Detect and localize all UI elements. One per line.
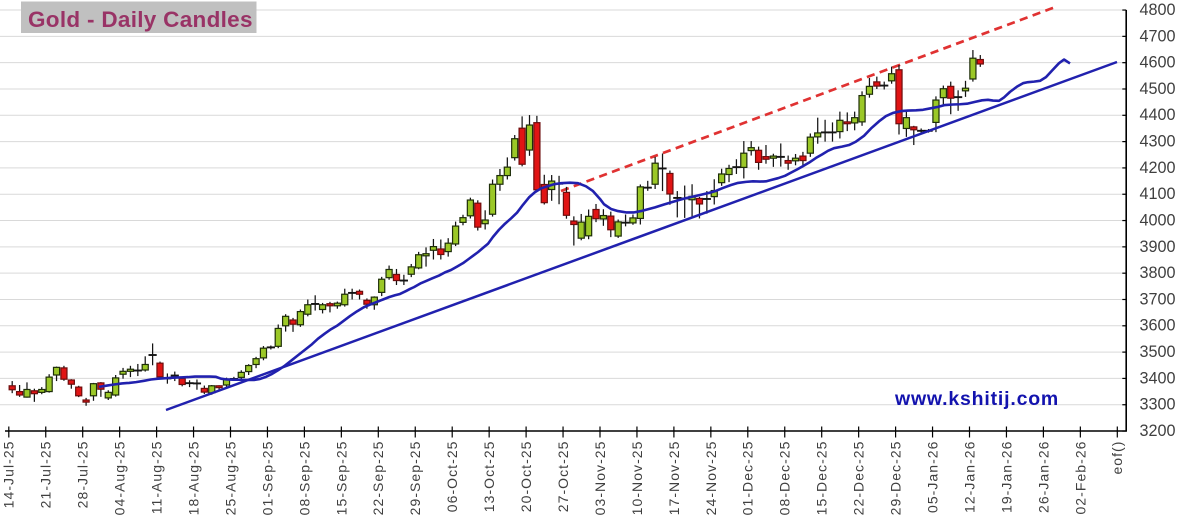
- svg-text:3400: 3400: [1140, 369, 1176, 387]
- svg-text:28-Jul-25: 28-Jul-25: [75, 441, 91, 509]
- svg-text:29-Dec-25: 29-Dec-25: [888, 441, 904, 516]
- svg-text:Gold - Daily Candles: Gold - Daily Candles: [28, 7, 253, 32]
- svg-text:25-Aug-25: 25-Aug-25: [222, 441, 238, 516]
- svg-text:19-Jan-26: 19-Jan-26: [998, 441, 1014, 514]
- svg-text:26-Jan-26: 26-Jan-26: [1035, 441, 1051, 514]
- svg-text:14-Jul-25: 14-Jul-25: [1, 441, 17, 509]
- svg-text:3800: 3800: [1140, 264, 1176, 282]
- svg-text:08-Dec-25: 08-Dec-25: [777, 441, 793, 516]
- svg-text:4700: 4700: [1140, 27, 1176, 45]
- svg-text:4200: 4200: [1140, 159, 1176, 177]
- svg-text:4600: 4600: [1140, 54, 1176, 72]
- svg-text:01-Sep-25: 01-Sep-25: [259, 441, 275, 516]
- svg-text:21-Jul-25: 21-Jul-25: [38, 441, 54, 509]
- svg-text:20-Oct-25: 20-Oct-25: [518, 441, 534, 513]
- svg-text:11-Aug-25: 11-Aug-25: [149, 441, 165, 515]
- svg-text:15-Dec-25: 15-Dec-25: [814, 441, 830, 516]
- svg-text:18-Aug-25: 18-Aug-25: [185, 441, 201, 516]
- svg-text:29-Sep-25: 29-Sep-25: [407, 441, 423, 516]
- svg-text:13-Oct-25: 13-Oct-25: [481, 441, 497, 513]
- svg-text:eof(): eof(): [1109, 441, 1125, 475]
- svg-text:12-Jan-26: 12-Jan-26: [961, 441, 977, 514]
- svg-text:15-Sep-25: 15-Sep-25: [333, 441, 349, 516]
- svg-text:3300: 3300: [1140, 396, 1176, 414]
- svg-text:08-Sep-25: 08-Sep-25: [296, 441, 312, 516]
- svg-text:27-Oct-25: 27-Oct-25: [555, 441, 571, 513]
- svg-text:06-Oct-25: 06-Oct-25: [444, 440, 460, 512]
- svg-text:3200: 3200: [1140, 422, 1176, 440]
- svg-text:4400: 4400: [1140, 106, 1176, 124]
- svg-text:04-Aug-25: 04-Aug-25: [112, 441, 128, 516]
- svg-text:22-Dec-25: 22-Dec-25: [851, 441, 867, 516]
- svg-text:17-Nov-25: 17-Nov-25: [666, 441, 682, 516]
- svg-text:02-Feb-26: 02-Feb-26: [1072, 441, 1088, 515]
- svg-text:24-Nov-25: 24-Nov-25: [703, 441, 719, 516]
- svg-text:4500: 4500: [1140, 80, 1176, 98]
- svg-text:www.kshitij.com: www.kshitij.com: [894, 388, 1059, 410]
- svg-text:22-Sep-25: 22-Sep-25: [370, 441, 386, 516]
- svg-text:4100: 4100: [1140, 185, 1176, 203]
- svg-text:4000: 4000: [1140, 212, 1176, 230]
- svg-text:3500: 3500: [1140, 343, 1176, 361]
- svg-text:3600: 3600: [1140, 317, 1176, 335]
- svg-text:3700: 3700: [1140, 290, 1176, 308]
- svg-text:10-Nov-25: 10-Nov-25: [629, 441, 645, 516]
- svg-text:3900: 3900: [1140, 238, 1176, 256]
- svg-text:4800: 4800: [1140, 1, 1176, 19]
- svg-text:05-Jan-26: 05-Jan-26: [924, 441, 940, 514]
- svg-text:4300: 4300: [1140, 133, 1176, 151]
- svg-text:01-Dec-25: 01-Dec-25: [740, 441, 756, 516]
- svg-text:03-Nov-25: 03-Nov-25: [592, 441, 608, 516]
